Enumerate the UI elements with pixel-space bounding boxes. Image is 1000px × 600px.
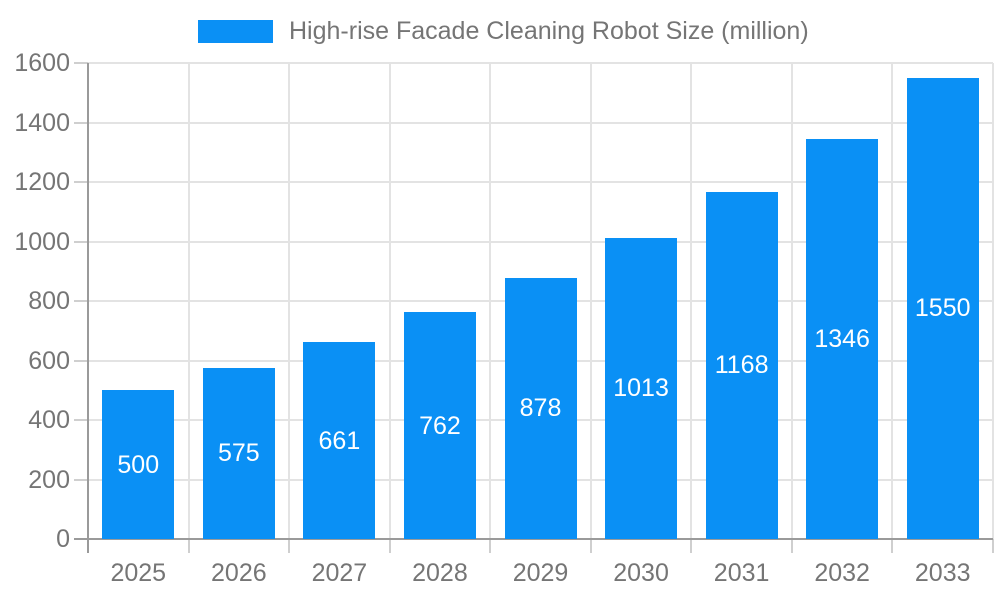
bar-2031 [705,191,778,539]
bar-value-2030: 1013 [613,374,669,403]
legend-swatch [198,20,273,43]
gridline-vertical [992,63,994,539]
bar-value-2031: 1168 [714,351,769,380]
gridline-vertical [589,63,592,539]
y-axis-label-1000: 1000 [14,227,70,256]
bar-value-2025: 500 [117,450,160,479]
bar-2030 [605,237,678,539]
y-axis-tick [74,478,88,481]
gridline-horizontal [88,121,993,124]
x-axis-tick [187,539,190,553]
y-axis-label-800: 800 [28,287,70,315]
y-axis-label-1200: 1200 [14,168,70,196]
x-axis-label-2025: 2025 [110,559,167,587]
gridline-vertical [891,63,894,539]
x-axis-label-2033: 2033 [914,559,971,587]
y-axis-tick [74,181,88,183]
x-axis-tick [388,539,391,553]
bar-2029 [504,277,577,539]
x-axis-tick [288,539,291,553]
bar-2026 [202,367,275,539]
bar-value-2033: 1550 [914,294,971,323]
x-axis-tick [790,539,793,553]
y-axis-label-400: 400 [28,406,70,434]
y-axis-label-1400: 1400 [14,108,70,137]
y-axis-label-0: 0 [56,525,70,553]
gridline-vertical [790,63,793,539]
x-axis-tick [690,539,693,553]
bar-value-2028: 762 [419,411,461,440]
legend: High-rise Facade Cleaning Robot Size (mi… [198,17,809,46]
x-axis-tick [589,539,592,553]
y-axis-tick [74,419,88,421]
gridline-vertical [489,63,492,539]
bar-value-2026: 575 [217,439,260,468]
x-axis-tick [992,539,994,553]
y-axis-tick [74,359,88,362]
x-axis-label-2032: 2032 [814,559,870,587]
x-axis-label-2028: 2028 [412,559,468,587]
gridline-vertical [690,63,693,539]
x-axis-tick [489,539,492,553]
x-axis-tick [891,539,894,553]
gridline-vertical [187,63,190,539]
y-axis-tick [74,121,88,124]
gridline-horizontal [88,181,993,183]
bar-value-2032: 1346 [814,324,870,353]
x-axis-label-2029: 2029 [512,559,569,587]
y-axis-label-200: 200 [28,465,70,494]
y-axis-label-1600: 1600 [14,49,70,77]
gridline-horizontal [88,62,993,64]
y-axis-tick [74,300,88,302]
y-axis-label-600: 600 [28,346,70,375]
bar-2027 [303,342,376,539]
x-axis-label-2030: 2030 [613,559,669,587]
bar-2025 [102,390,175,539]
bar-2032 [806,138,879,539]
y-axis-tick [74,62,88,64]
bar-value-2027: 661 [318,426,361,455]
gridline-horizontal [88,240,993,243]
gridline-vertical [288,63,291,539]
y-axis-tick [74,240,88,243]
gridline-vertical [388,63,391,539]
x-axis-label-2031: 2031 [713,559,770,587]
bar-2033 [906,77,979,539]
x-axis-label-2027: 2027 [311,559,368,587]
legend-label: High-rise Facade Cleaning Robot Size (mi… [289,17,809,45]
x-axis-label-2026: 2026 [211,559,267,587]
bar-2028 [403,312,476,539]
bar-value-2029: 878 [519,394,562,423]
x-axis-line [74,538,993,540]
y-axis-line [87,63,89,553]
